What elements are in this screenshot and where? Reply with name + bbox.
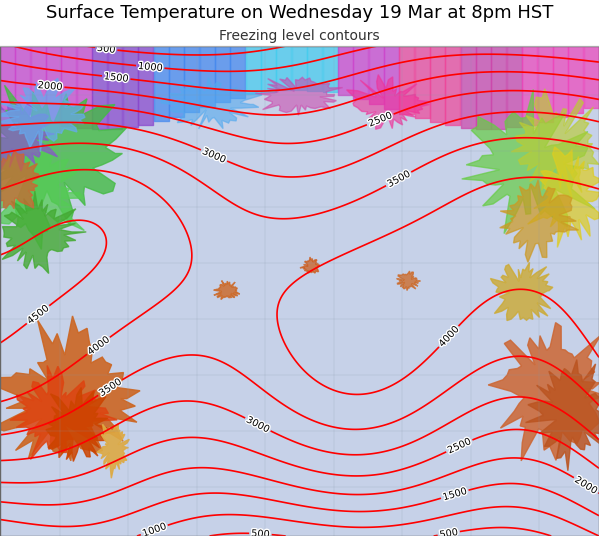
Text: Freezing level contours: Freezing level contours <box>219 28 380 42</box>
Polygon shape <box>10 366 117 459</box>
Polygon shape <box>97 423 129 478</box>
Text: 4500: 4500 <box>25 303 51 326</box>
Polygon shape <box>462 90 595 234</box>
Polygon shape <box>347 75 429 129</box>
Text: 500: 500 <box>251 528 270 536</box>
Text: 1500: 1500 <box>104 71 129 84</box>
Text: 500: 500 <box>96 43 116 55</box>
Text: 1500: 1500 <box>441 486 468 502</box>
Polygon shape <box>525 360 599 471</box>
Text: 2500: 2500 <box>367 110 394 129</box>
Text: 2000: 2000 <box>37 80 63 92</box>
Polygon shape <box>397 271 420 291</box>
Polygon shape <box>2 191 86 273</box>
Polygon shape <box>0 101 58 176</box>
Polygon shape <box>0 316 140 461</box>
Polygon shape <box>500 180 579 262</box>
Text: 4000: 4000 <box>86 334 111 357</box>
Polygon shape <box>0 151 40 209</box>
Text: 500: 500 <box>439 527 459 536</box>
Text: 1000: 1000 <box>138 61 163 73</box>
Polygon shape <box>161 77 262 129</box>
Text: 3500: 3500 <box>97 377 123 398</box>
Text: 4000: 4000 <box>437 324 461 349</box>
Polygon shape <box>488 323 599 461</box>
Text: Surface Temperature on Wednesday 19 Mar at 8pm HST: Surface Temperature on Wednesday 19 Mar … <box>46 4 553 22</box>
Polygon shape <box>255 77 343 115</box>
Polygon shape <box>491 262 553 321</box>
Polygon shape <box>300 257 320 273</box>
Text: 3500: 3500 <box>386 169 412 189</box>
Text: 1000: 1000 <box>141 521 168 536</box>
Text: 3000: 3000 <box>245 414 271 435</box>
Polygon shape <box>0 85 126 225</box>
Polygon shape <box>0 139 84 249</box>
Polygon shape <box>46 388 115 461</box>
Polygon shape <box>0 78 85 152</box>
Polygon shape <box>528 147 599 248</box>
Polygon shape <box>512 89 599 198</box>
Polygon shape <box>214 281 240 300</box>
Text: 2500: 2500 <box>446 436 473 456</box>
Text: 2000: 2000 <box>573 474 599 496</box>
Text: 3000: 3000 <box>201 146 227 165</box>
